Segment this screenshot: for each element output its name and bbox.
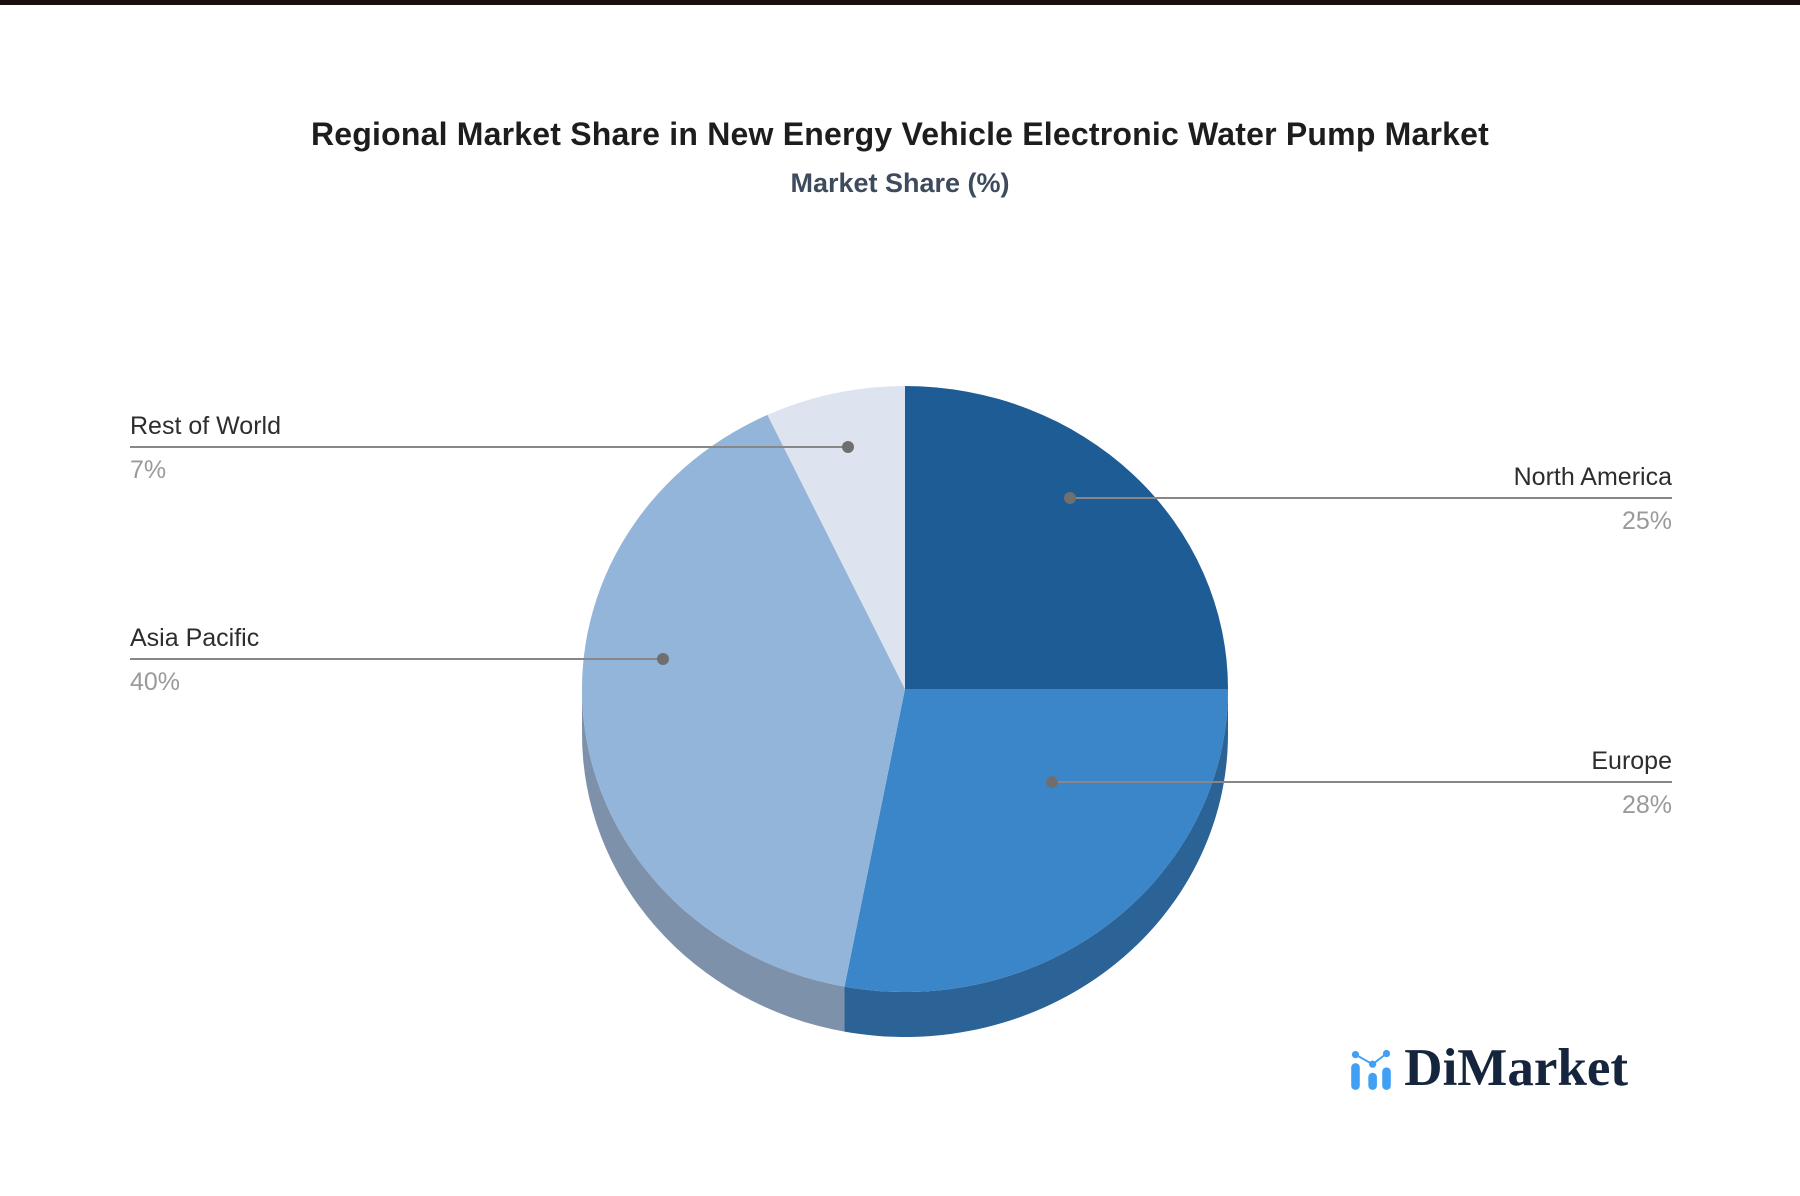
window-top-edge <box>0 0 1800 5</box>
pie-value-rest-of-world: 7% <box>130 456 167 484</box>
chart-title: Regional Market Share in New Energy Vehi… <box>310 116 1490 152</box>
pie-value-europe: 28% <box>1621 791 1672 819</box>
logo-text: DiMarket <box>1404 1039 1628 1097</box>
pie-label-rest-of-world: Rest of World <box>130 412 281 440</box>
pie-label-asia-pacific: Asia Pacific <box>130 624 260 652</box>
pie-value-asia-pacific: 40% <box>130 668 181 696</box>
chart-subtitle: Market Share (%) <box>790 168 1010 198</box>
bar-line-chart-icon <box>1351 1049 1392 1090</box>
pie-label-europe: Europe <box>1591 747 1672 775</box>
dimarket-logo: DiMarket <box>1348 1038 1628 1098</box>
pie-label-north-america: North America <box>1513 463 1672 491</box>
pie-value-north-america: 25% <box>1621 507 1672 535</box>
